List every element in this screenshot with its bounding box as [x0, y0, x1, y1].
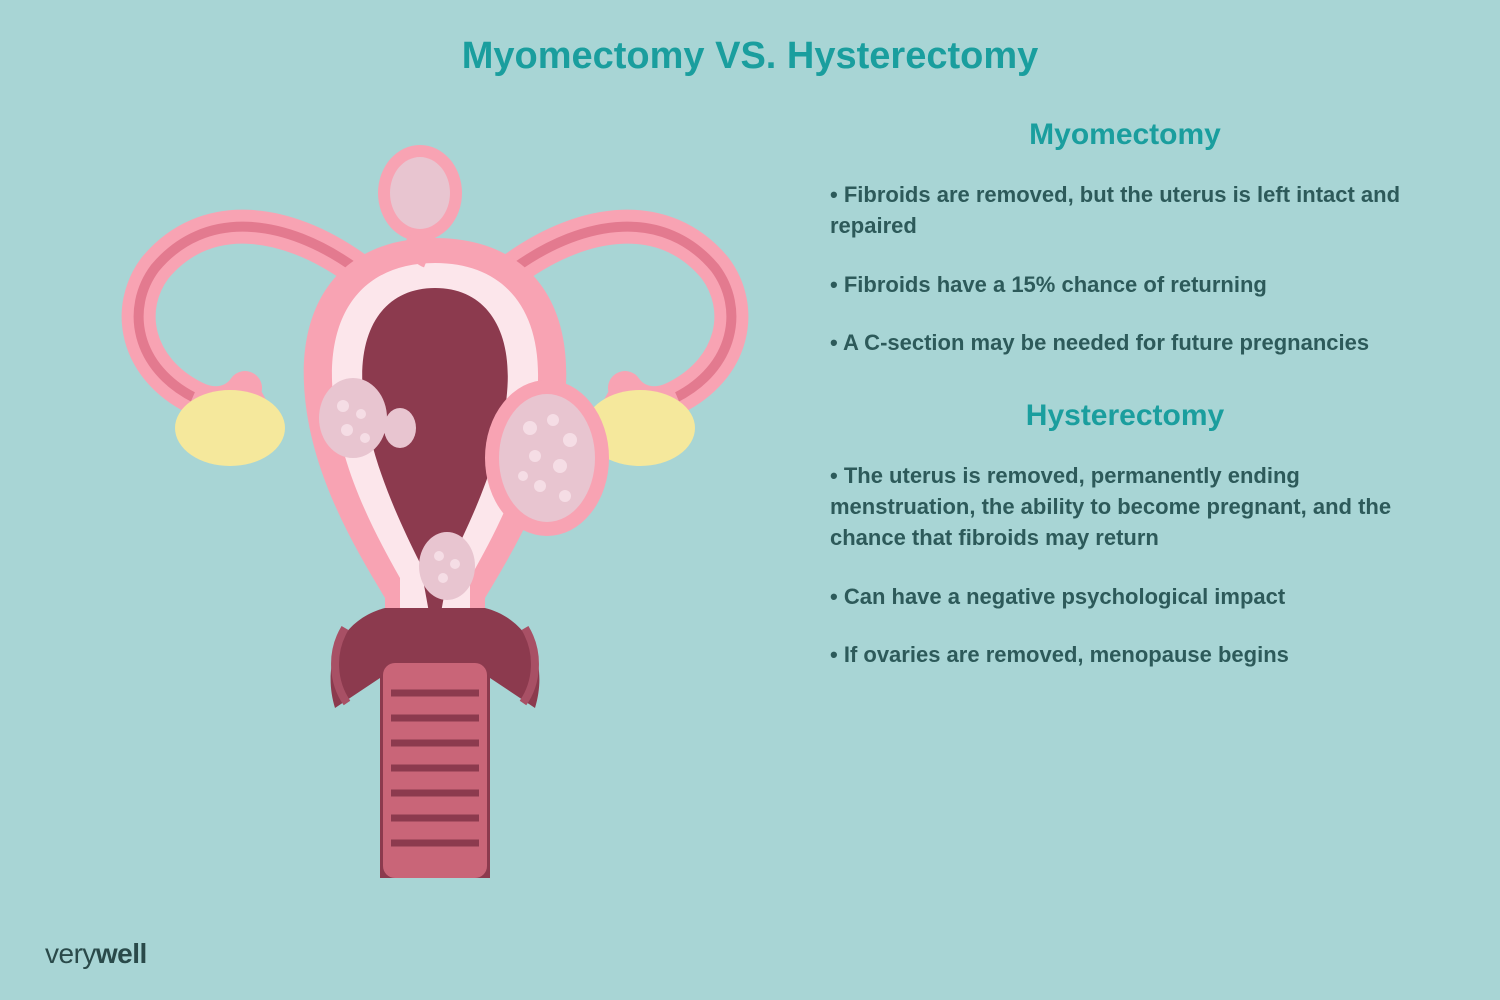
hysterectomy-bullet-1: • The uterus is removed, permanently end… [830, 461, 1420, 553]
text-panel: Myomectomy • Fibroids are removed, but t… [820, 98, 1450, 898]
content-row: Myomectomy • Fibroids are removed, but t… [0, 98, 1500, 898]
uterus-svg [85, 118, 785, 898]
brand-logo: verywell [45, 938, 147, 970]
myomectomy-bullet-2: • Fibroids have a 15% chance of returnin… [830, 270, 1420, 301]
hysterectomy-bullet-2: • Can have a negative psychological impa… [830, 582, 1420, 613]
myomectomy-heading: Myomectomy [830, 118, 1420, 152]
myomectomy-bullet-3: • A C-section may be needed for future p… [830, 328, 1420, 359]
uterus-illustration [50, 98, 820, 898]
page-title: Myomectomy VS. Hysterectomy [0, 0, 1500, 98]
hysterectomy-heading: Hysterectomy [830, 399, 1420, 433]
hysterectomy-bullet-3: • If ovaries are removed, menopause begi… [830, 640, 1420, 671]
myomectomy-bullet-1: • Fibroids are removed, but the uterus i… [830, 180, 1420, 242]
